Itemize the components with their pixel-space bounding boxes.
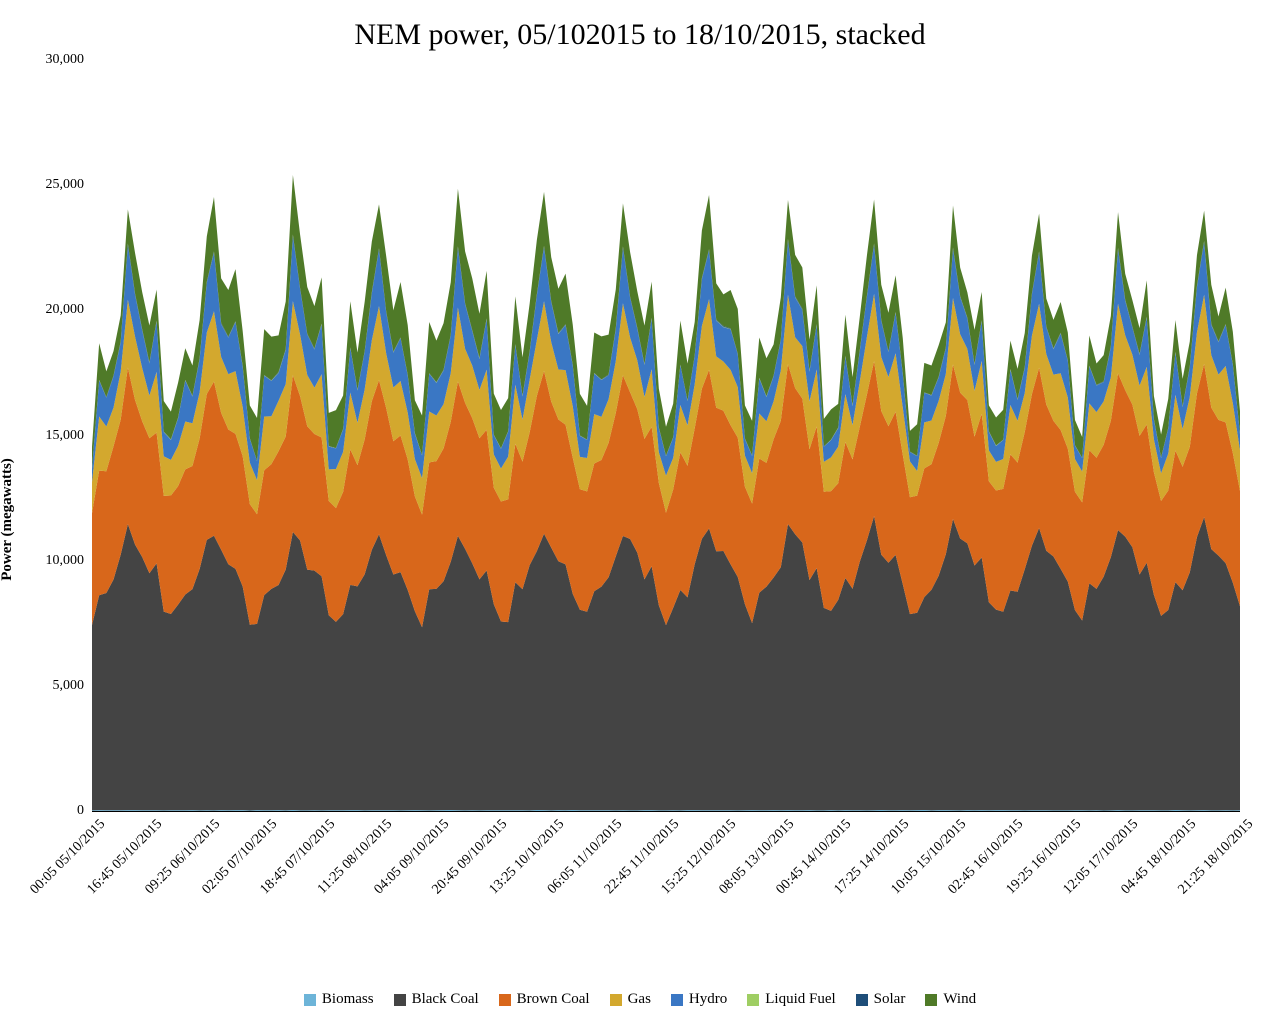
legend-label: Liquid Fuel: [765, 991, 835, 1008]
legend-item: Gas: [610, 991, 651, 1008]
legend-item: Biomass: [304, 991, 374, 1008]
legend-swatch: [394, 994, 406, 1006]
legend-label: Solar: [874, 991, 906, 1008]
legend-item: Brown Coal: [499, 991, 590, 1008]
legend-label: Black Coal: [412, 991, 479, 1008]
legend-swatch: [304, 994, 316, 1006]
y-axis-label: Power (megawatts): [0, 458, 16, 581]
y-tick-label: 30,000: [46, 52, 93, 68]
legend-item: Liquid Fuel: [747, 991, 835, 1008]
legend-item: Wind: [925, 991, 976, 1008]
legend-swatch: [747, 994, 759, 1006]
chart-title: NEM power, 05/102015 to 18/10/2015, stac…: [0, 18, 1280, 52]
legend-swatch: [925, 994, 937, 1006]
legend-item: Black Coal: [394, 991, 479, 1008]
plot-svg: [92, 60, 1240, 811]
legend-label: Gas: [628, 991, 651, 1008]
legend-item: Hydro: [671, 991, 727, 1008]
y-axis-label-wrap: Power (megawatts): [6, 0, 30, 1022]
legend-label: Brown Coal: [517, 991, 590, 1008]
y-tick-label: 15,000: [46, 428, 93, 444]
legend-swatch: [671, 994, 683, 1006]
legend-swatch: [610, 994, 622, 1006]
legend: Biomass Black Coal Brown Coal Gas Hydro Liqui…: [0, 991, 1280, 1008]
stacked-area-chart: NEM power, 05/102015 to 18/10/2015, stac…: [0, 0, 1280, 1022]
legend-swatch: [499, 994, 511, 1006]
legend-label: Wind: [943, 991, 976, 1008]
y-tick-label: 20,000: [46, 302, 93, 318]
plot-area: 05,00010,00015,00020,00025,00030,00000:0…: [92, 60, 1240, 812]
y-tick-label: 10,000: [46, 553, 93, 569]
y-tick-label: 25,000: [46, 177, 93, 193]
legend-swatch: [856, 994, 868, 1006]
legend-label: Hydro: [689, 991, 727, 1008]
legend-label: Biomass: [322, 991, 374, 1008]
y-tick-label: 5,000: [53, 678, 93, 694]
legend-item: Solar: [856, 991, 906, 1008]
